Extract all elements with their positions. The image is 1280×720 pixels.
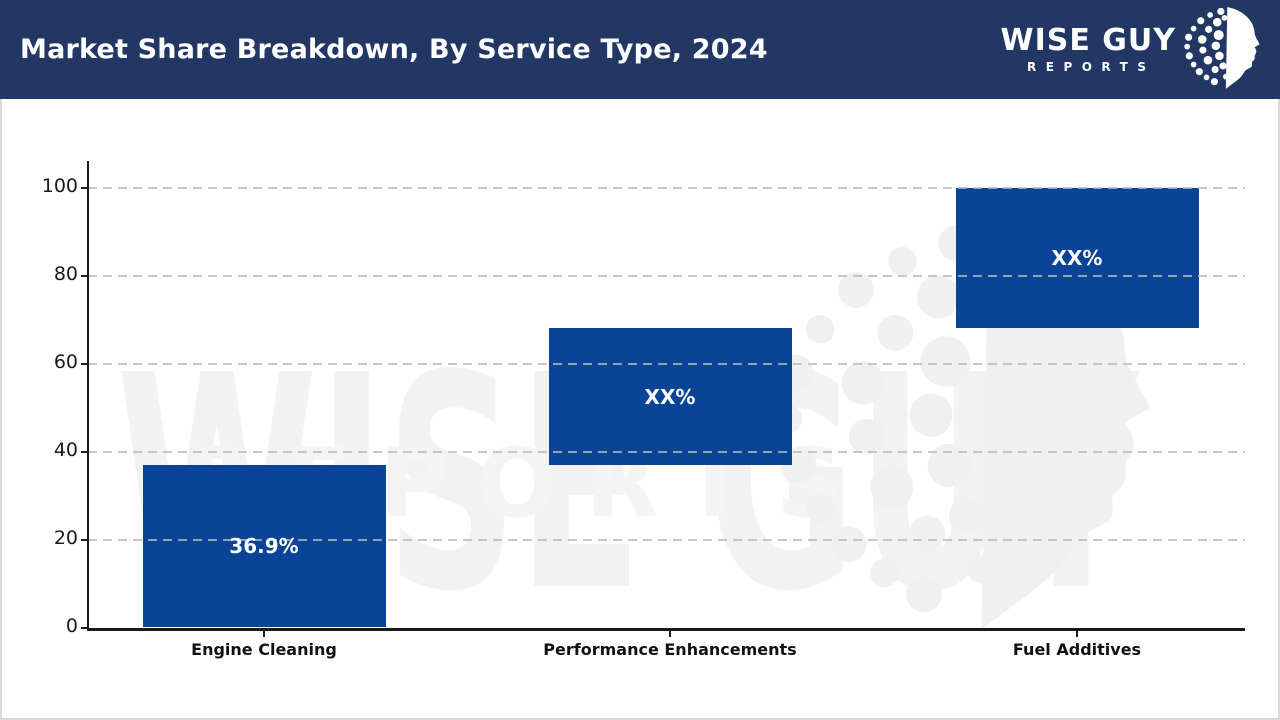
gridline-60 [88,362,1245,365]
y-tick-label-0: 0 [65,614,78,637]
bar-engine-cleaning [142,465,386,628]
gridline-100 [88,186,1245,189]
x-axis-label-engine-cleaning: Engine Cleaning [191,639,337,659]
y-tick-label-60: 60 [53,350,78,373]
x-axis-spine [87,627,1245,631]
gridline-80 [88,274,1245,277]
bar-value-label-performance-enhancements: XX% [644,384,696,409]
gridline-20 [88,538,1245,541]
wiseguy-head-icon [1180,5,1266,95]
y-tick-label-100: 100 [41,174,78,197]
y-tick-label-80: 80 [53,262,78,285]
chart-area: WISE GUY REPORTS 36.9% XX% XX% 0 20 40 60 80 100… [0,99,1280,720]
bar-value-label-fuel-additives: XX% [1051,245,1103,270]
y-tick-mark-0 [81,626,88,629]
wiseguy-logo: WISE GUY REPORTS [1000,5,1266,95]
page-title: Market Share Breakdown, By Service Type,… [20,34,768,65]
y-tick-mark-100 [81,186,88,189]
y-tick-label-40: 40 [53,438,78,461]
y-tick-mark-60 [81,362,88,365]
bar-fuel-additives [955,187,1199,329]
y-tick-mark-20 [81,538,88,541]
y-tick-mark-40 [81,450,88,453]
bar-value-label-engine-cleaning: 36.9% [229,534,299,559]
x-tick-mark-engine-cleaning [263,629,265,637]
chart-header: Market Share Breakdown, By Service Type,… [0,0,1280,99]
logo-text: WISE GUY REPORTS [1000,22,1176,74]
y-tick-label-20: 20 [53,526,78,549]
y-axis-spine [87,161,89,630]
x-axis-label-fuel-additives: Fuel Additives [1012,639,1142,659]
x-tick-mark-fuel-additives [1076,629,1078,637]
logo-subtitle: REPORTS [1027,59,1156,74]
gridline-40 [88,450,1245,453]
logo-wordmark: WISE GUY [1000,22,1176,58]
y-tick-mark-80 [81,274,88,277]
x-axis-label-performance-enhancements: Performance Enhancements [543,639,797,659]
bar-performance-enhancements [548,328,792,466]
x-tick-mark-performance-enhancements [669,629,671,637]
